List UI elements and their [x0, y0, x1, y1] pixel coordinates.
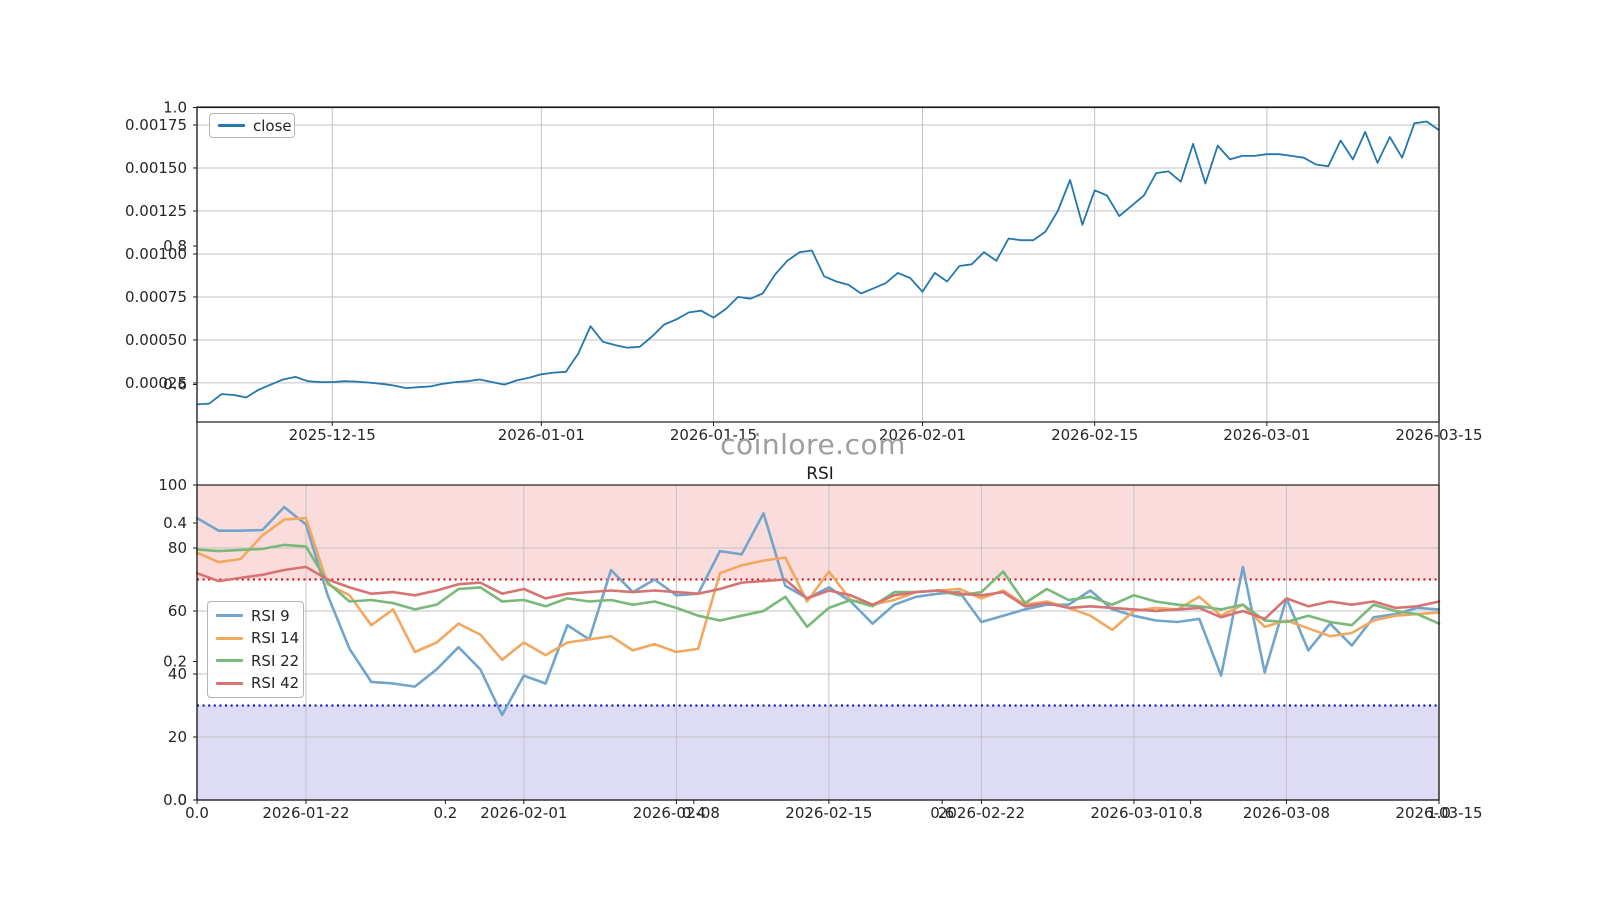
rsi-y-tick-label: 100	[158, 476, 187, 494]
overlay-y-tick-label: 0.2	[163, 653, 187, 671]
overbought-band	[197, 485, 1439, 580]
close-line	[196, 120, 1440, 406]
rsi-y-tick-label: 60	[168, 602, 187, 620]
legend-item-rsi-22: RSI 22	[216, 650, 303, 671]
legend-line-sample	[216, 681, 243, 685]
overlay-x-tick-label: 0.6	[930, 804, 954, 822]
price-y-tick-label: 0.00100	[125, 245, 187, 263]
rsi-x-tick-label: 2026-02-08	[633, 804, 720, 822]
overlay-x-tick-label: 0.4	[682, 804, 706, 822]
price-x-tick-label: 2026-01-15	[670, 426, 757, 444]
price-y-tick-label: 0.00125	[125, 202, 187, 220]
rsi-x-tick-label: 2026-03-01	[1090, 804, 1177, 822]
overlay-y-tick-label: 1.0	[163, 99, 187, 117]
legend-item-rsi-9: RSI 9	[216, 605, 303, 626]
rsi-42-line	[195, 565, 1441, 621]
legend-line-sample	[216, 636, 243, 640]
rsi-x-tick-label: 2026-01-22	[262, 804, 349, 822]
rsi-x-tick-label: 2026-02-01	[480, 804, 567, 822]
overlay-spine	[196, 106, 1440, 801]
overlay-y-tick-label: 0.0	[163, 791, 187, 809]
rsi-y-tick-label: 0	[177, 791, 187, 809]
legend-label: RSI 14	[251, 629, 300, 648]
price-x-tick-label: 2026-01-01	[498, 426, 585, 444]
overlay-x-tick-label: 0.0	[185, 804, 209, 822]
rsi-x-tick-label: 2026-03-15	[1395, 804, 1482, 822]
rsi-y-tick-label: 80	[168, 539, 187, 557]
legend-label: RSI 22	[251, 651, 300, 670]
price-y-tick-label: 0.00075	[125, 288, 187, 306]
rsi-x-tick-label: 2026-02-15	[785, 804, 872, 822]
overlay-x-tick-label: 0.8	[1179, 804, 1203, 822]
overlay-x-tick-label: 0.2	[433, 804, 457, 822]
price-x-tick-label: 2026-02-01	[879, 426, 966, 444]
rsi-y-tick-label: 20	[168, 728, 187, 746]
oversold-band	[197, 705, 1439, 800]
rsi-x-tick-label: 2026-02-22	[938, 804, 1025, 822]
price-y-tick-label: 0.00175	[125, 116, 187, 134]
legend-label: RSI 9	[251, 606, 290, 625]
legend-label: RSI 42	[251, 674, 300, 693]
rsi-22-line	[195, 543, 1441, 629]
rsi-x-tick-label: 2026-03-08	[1243, 804, 1330, 822]
rsi-14-line	[195, 516, 1441, 662]
overlay-y-tick-label: 0.8	[163, 237, 187, 255]
overlay-y-tick-label: 0.6	[163, 376, 187, 394]
overlay-x-tick-label: 1.0	[1427, 804, 1451, 822]
overlay-y-tick-label: 0.4	[163, 514, 187, 532]
rsi-y-tick-label: 40	[168, 665, 187, 683]
legend-item-rsi-42: RSI 42	[216, 673, 303, 694]
price-x-tick-label: 2026-03-01	[1223, 426, 1310, 444]
legend-line-sample	[216, 659, 243, 663]
legend-line-sample	[216, 614, 243, 618]
rsi-legend: RSI 9 RSI 14 RSI 22 RSI 42	[207, 601, 304, 698]
price-x-tick-label: 2025-12-15	[289, 426, 376, 444]
legend-item-rsi-14: RSI 14	[216, 628, 303, 649]
price-x-tick-label: 2026-02-15	[1051, 426, 1138, 444]
rsi-chart-title: RSI	[806, 464, 834, 484]
close-legend-label: close	[253, 116, 292, 135]
price-y-tick-label: 0.00050	[125, 331, 187, 349]
watermark: coinlore.com	[720, 428, 906, 461]
price-legend: close	[209, 113, 295, 138]
close-line-legend-sample	[218, 124, 245, 127]
price-y-tick-label: 0.00150	[125, 159, 187, 177]
price-y-tick-label: 0.00025	[125, 374, 187, 392]
rsi-9-line	[195, 505, 1441, 717]
